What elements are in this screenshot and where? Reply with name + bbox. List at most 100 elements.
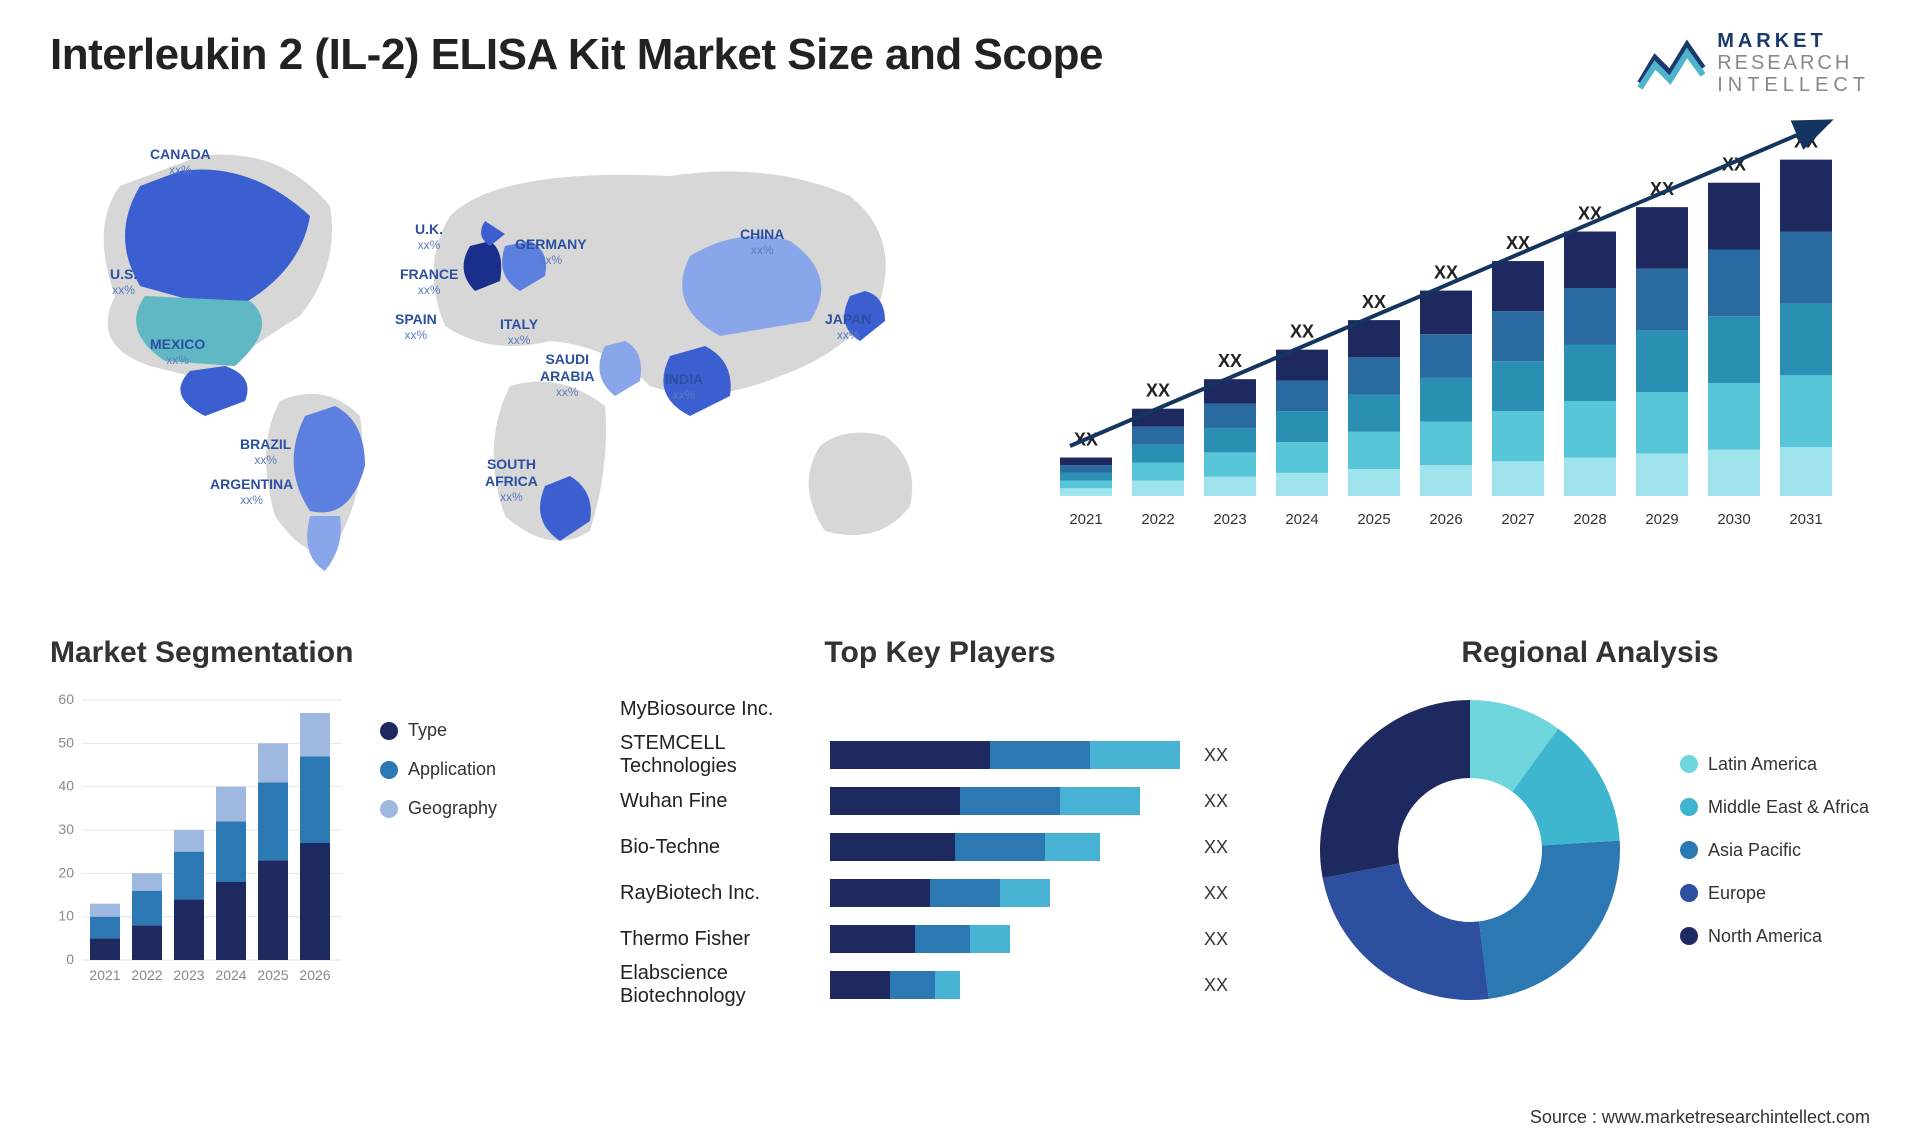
- bottom-row: Market Segmentation 0 10 20 30 40 50 60 2021 202…: [50, 636, 1870, 1066]
- svg-text:XX: XX: [1290, 322, 1314, 342]
- top-row: CANADAxx% U.S.xx% MEXICOxx% BRAZILxx% ARGENT…: [50, 116, 1870, 596]
- svg-text:2029: 2029: [1645, 511, 1678, 528]
- legend-item: Middle East & Africa: [1680, 797, 1869, 818]
- svg-text:2021: 2021: [89, 967, 120, 983]
- map-label: MEXICOxx%: [150, 336, 205, 367]
- svg-text:XX: XX: [1218, 351, 1242, 371]
- page-title: Interleukin 2 (IL-2) ELISA Kit Market Si…: [50, 30, 1103, 80]
- svg-text:2026: 2026: [1429, 511, 1462, 528]
- legend-item: North America: [1680, 926, 1869, 947]
- key-players-title: Top Key Players: [620, 636, 1260, 670]
- map-label: INDIAxx%: [665, 371, 703, 402]
- map-label: ITALYxx%: [500, 316, 538, 347]
- map-label: CHINAxx%: [740, 226, 784, 257]
- map-label: FRANCExx%: [400, 266, 458, 297]
- legend-item: Application: [380, 759, 497, 780]
- svg-text:2022: 2022: [1141, 511, 1174, 528]
- svg-text:2027: 2027: [1501, 511, 1534, 528]
- player-row: Elabscience BiotechnologyXX: [620, 966, 1260, 1004]
- map-label: BRAZILxx%: [240, 436, 291, 467]
- segmentation-chart-svg: 0 10 20 30 40 50 60 2021 2022 2023 2024 2025 2026: [50, 690, 350, 1000]
- svg-text:2030: 2030: [1717, 511, 1750, 528]
- growth-chart-svg: XX2021XX2022XX2023XX2024XX2025XX2026XX20…: [1030, 116, 1860, 556]
- map-label: CANADAxx%: [150, 146, 211, 177]
- map-label: SAUDIARABIAxx%: [540, 351, 594, 399]
- regional-donut-svg: [1310, 690, 1630, 1010]
- svg-text:50: 50: [58, 734, 74, 750]
- legend-item: Asia Pacific: [1680, 840, 1869, 861]
- player-bar: [830, 925, 1190, 953]
- regional-title: Regional Analysis: [1310, 636, 1870, 670]
- svg-text:2021: 2021: [1069, 511, 1102, 528]
- svg-text:2025: 2025: [1357, 511, 1390, 528]
- svg-text:XX: XX: [1146, 381, 1170, 401]
- regional-donut-wrap: [1310, 690, 1630, 1010]
- map-label: SOUTHAFRICAxx%: [485, 456, 538, 504]
- svg-text:2022: 2022: [131, 967, 162, 983]
- svg-text:2024: 2024: [215, 967, 246, 983]
- player-name: Thermo Fisher: [620, 928, 830, 951]
- player-value-label: XX: [1204, 837, 1228, 858]
- legend-item: Latin America: [1680, 754, 1869, 775]
- svg-text:2031: 2031: [1789, 511, 1822, 528]
- key-players-list: MyBiosource Inc.STEMCELL TechnologiesXXW…: [620, 690, 1260, 1004]
- svg-text:2026: 2026: [299, 967, 330, 983]
- growth-chart-panel: XX2021XX2022XX2023XX2024XX2025XX2026XX20…: [1030, 116, 1870, 596]
- svg-text:2023: 2023: [173, 967, 204, 983]
- svg-text:2024: 2024: [1285, 511, 1318, 528]
- header: Interleukin 2 (IL-2) ELISA Kit Market Si…: [50, 30, 1870, 96]
- segmentation-legend: TypeApplicationGeography: [380, 690, 497, 1000]
- map-label: SPAINxx%: [395, 311, 437, 342]
- player-value-label: XX: [1204, 791, 1228, 812]
- player-name: Wuhan Fine: [620, 790, 830, 813]
- world-map-panel: CANADAxx% U.S.xx% MEXICOxx% BRAZILxx% ARGENT…: [50, 116, 990, 596]
- logo-icon: [1635, 33, 1705, 93]
- player-bar: [830, 833, 1190, 861]
- player-bar: [830, 971, 1190, 999]
- player-value-label: XX: [1204, 975, 1228, 996]
- player-name: Bio-Techne: [620, 836, 830, 859]
- legend-item: Europe: [1680, 883, 1869, 904]
- map-label: JAPANxx%: [825, 311, 871, 342]
- map-label: GERMANYxx%: [515, 236, 587, 267]
- player-bar: [830, 741, 1190, 769]
- svg-text:30: 30: [58, 821, 74, 837]
- player-value-label: XX: [1204, 745, 1228, 766]
- map-label: ARGENTINAxx%: [210, 476, 293, 507]
- player-row: STEMCELL TechnologiesXX: [620, 736, 1260, 774]
- svg-text:0: 0: [66, 951, 74, 967]
- svg-text:40: 40: [58, 778, 74, 794]
- legend-item: Geography: [380, 798, 497, 819]
- segmentation-panel: Market Segmentation 0 10 20 30 40 50 60 2021 202…: [50, 636, 570, 1066]
- player-bar: [830, 879, 1190, 907]
- segmentation-title: Market Segmentation: [50, 636, 570, 670]
- player-bar: [830, 695, 1190, 723]
- player-name: MyBiosource Inc.: [620, 698, 830, 721]
- svg-text:2023: 2023: [1213, 511, 1246, 528]
- player-row: Wuhan Fine XX: [620, 782, 1260, 820]
- player-value-label: XX: [1204, 883, 1228, 904]
- regional-legend: Latin America Middle East & Africa Asia Pa…: [1680, 754, 1869, 947]
- svg-text:20: 20: [58, 864, 74, 880]
- svg-text:XX: XX: [1362, 292, 1386, 312]
- svg-text:2025: 2025: [257, 967, 288, 983]
- regional-panel: Regional Analysis Latin America Middle Ea…: [1310, 636, 1870, 1066]
- player-row: RayBiotech Inc. XX: [620, 874, 1260, 912]
- source-attribution: Source : www.marketresearchintellect.com: [1530, 1107, 1870, 1128]
- player-name: STEMCELL Technologies: [620, 732, 830, 778]
- player-row: Thermo Fisher XX: [620, 920, 1260, 958]
- player-value-label: XX: [1204, 929, 1228, 950]
- player-row: Bio-Techne XX: [620, 828, 1260, 866]
- logo: MARKET RESEARCH INTELLECT: [1635, 30, 1870, 96]
- svg-text:10: 10: [58, 908, 74, 924]
- svg-text:60: 60: [58, 691, 74, 707]
- logo-text: MARKET RESEARCH INTELLECT: [1717, 30, 1870, 96]
- player-name: RayBiotech Inc.: [620, 882, 830, 905]
- map-label: U.S.xx%: [110, 266, 137, 297]
- player-name: Elabscience Biotechnology: [620, 962, 830, 1008]
- player-row: MyBiosource Inc.: [620, 690, 1260, 728]
- svg-text:2028: 2028: [1573, 511, 1606, 528]
- key-players-panel: Top Key Players MyBiosource Inc. STEMCELL…: [620, 636, 1260, 1066]
- player-bar: [830, 787, 1190, 815]
- map-label: U.K.xx%: [415, 221, 443, 252]
